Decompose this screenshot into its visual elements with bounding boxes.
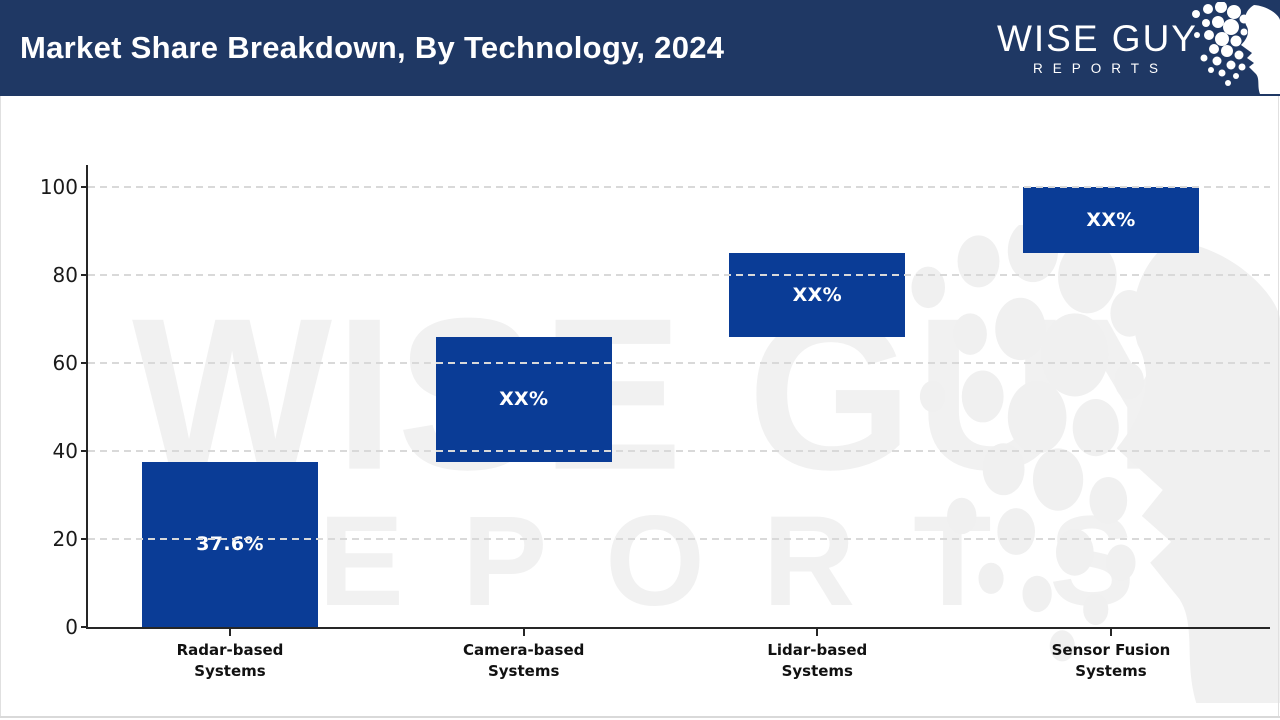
x-axis-category-label: Sensor Fusion Systems bbox=[981, 640, 1241, 682]
gridline-100 bbox=[88, 186, 1270, 188]
category-label-line: Systems bbox=[781, 662, 853, 680]
brand-subtitle: REPORTS bbox=[1032, 61, 1168, 76]
y-axis-tick-mark bbox=[81, 186, 88, 188]
y-axis-line bbox=[86, 165, 88, 629]
bar-value-label: XX% bbox=[1086, 209, 1136, 231]
y-axis-tick-mark bbox=[81, 450, 88, 452]
category-label-line: Sensor Fusion bbox=[1051, 641, 1171, 659]
y-axis-tick-mark bbox=[81, 626, 88, 628]
y-axis-tick-label: 40 bbox=[52, 439, 78, 463]
bar-value-label: XX% bbox=[792, 283, 842, 306]
y-axis-tick-mark bbox=[81, 362, 88, 364]
category-label-line: Lidar-based bbox=[767, 641, 868, 659]
brand-name: WISE GUY bbox=[996, 18, 1198, 59]
category-label-line: Systems bbox=[194, 662, 266, 680]
x-axis-tick-mark bbox=[522, 629, 525, 636]
gridline-20 bbox=[88, 538, 1270, 540]
brand-logo: WISE GUY REPORTS bbox=[997, 0, 1280, 96]
category-label-line: Systems bbox=[487, 662, 560, 680]
gridline-60 bbox=[88, 362, 1270, 364]
category-label-line: Camera-based bbox=[462, 641, 585, 659]
frame-left-hairline bbox=[0, 96, 1, 716]
x-axis-category-label: Radar-based Systems bbox=[100, 640, 360, 682]
y-axis-tick-label: 100 bbox=[39, 175, 78, 199]
header-band: Market Share Breakdown, By Technology, 2… bbox=[0, 0, 1280, 96]
bar-segment: XX% bbox=[435, 336, 612, 462]
x-axis-category-label: Lidar-based Systems bbox=[687, 640, 947, 682]
frame-bottom-hairline bbox=[0, 716, 1280, 718]
bar-segment: XX% bbox=[729, 253, 906, 337]
x-axis-tick-mark bbox=[1110, 629, 1112, 636]
bar-segment: XX% bbox=[1023, 187, 1199, 253]
frame-right-hairline bbox=[1278, 96, 1279, 716]
page-title: Market Share Breakdown, By Technology, 2… bbox=[20, 30, 725, 65]
brand-head-dots-icon bbox=[1192, 2, 1280, 94]
gridline-80 bbox=[88, 274, 1270, 276]
y-axis-tick-mark bbox=[81, 274, 88, 276]
y-axis-tick-label: 80 bbox=[52, 263, 78, 287]
x-axis-tick-mark bbox=[229, 629, 231, 636]
bar-value-label: XX% bbox=[499, 388, 549, 411]
watermark-head-dots-icon bbox=[911, 225, 1280, 703]
bar-value-label: 37.6% bbox=[196, 533, 264, 556]
brand-logo-text: WISE GUY REPORTS bbox=[997, 20, 1198, 76]
y-axis-tick-label: 20 bbox=[52, 527, 78, 551]
x-axis-tick-mark bbox=[816, 629, 819, 636]
x-axis-line bbox=[86, 627, 1270, 629]
y-axis-tick-label: 0 bbox=[65, 615, 78, 639]
category-label-line: Radar-based bbox=[176, 641, 284, 659]
y-axis-tick-label: 60 bbox=[52, 351, 78, 375]
y-axis-tick-mark bbox=[81, 538, 88, 540]
bar-segment: 37.6% bbox=[142, 461, 318, 627]
category-label-line: Systems bbox=[1075, 662, 1147, 680]
gridline-40 bbox=[88, 450, 1270, 452]
x-axis-category-label: Camera-based Systems bbox=[394, 640, 654, 682]
